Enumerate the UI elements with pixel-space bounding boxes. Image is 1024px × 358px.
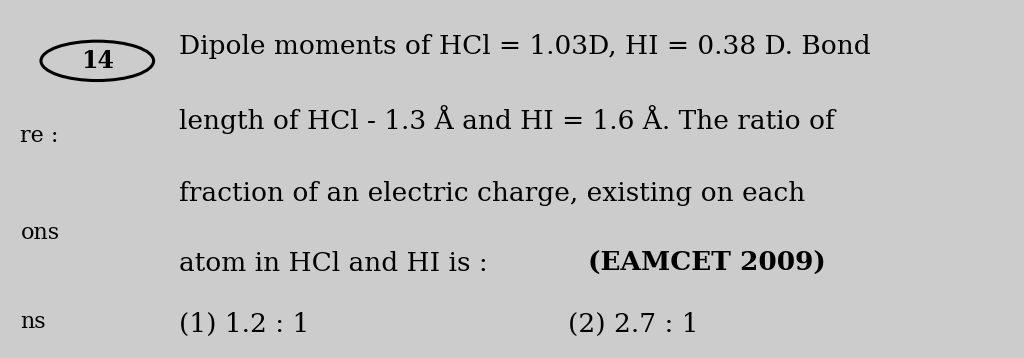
Text: ons: ons	[20, 222, 59, 244]
Text: fraction of an electric charge, existing on each: fraction of an electric charge, existing…	[179, 181, 806, 206]
Text: (2) 2.7 : 1: (2) 2.7 : 1	[568, 311, 698, 337]
Text: ns: ns	[20, 311, 46, 333]
Text: (EAMCET 2009): (EAMCET 2009)	[589, 251, 826, 276]
Text: atom in HCl and HI is :: atom in HCl and HI is :	[179, 251, 497, 276]
Text: Dipole moments of HCl = 1.03D, HI = 0.38 D. Bond: Dipole moments of HCl = 1.03D, HI = 0.38…	[179, 34, 870, 59]
Text: (1) 1.2 : 1: (1) 1.2 : 1	[179, 311, 309, 337]
Text: length of HCl - 1.3 Å and HI = 1.6 Å. The ratio of: length of HCl - 1.3 Å and HI = 1.6 Å. Th…	[179, 105, 835, 135]
Text: 14: 14	[81, 49, 114, 73]
Text: re :: re :	[20, 125, 58, 147]
